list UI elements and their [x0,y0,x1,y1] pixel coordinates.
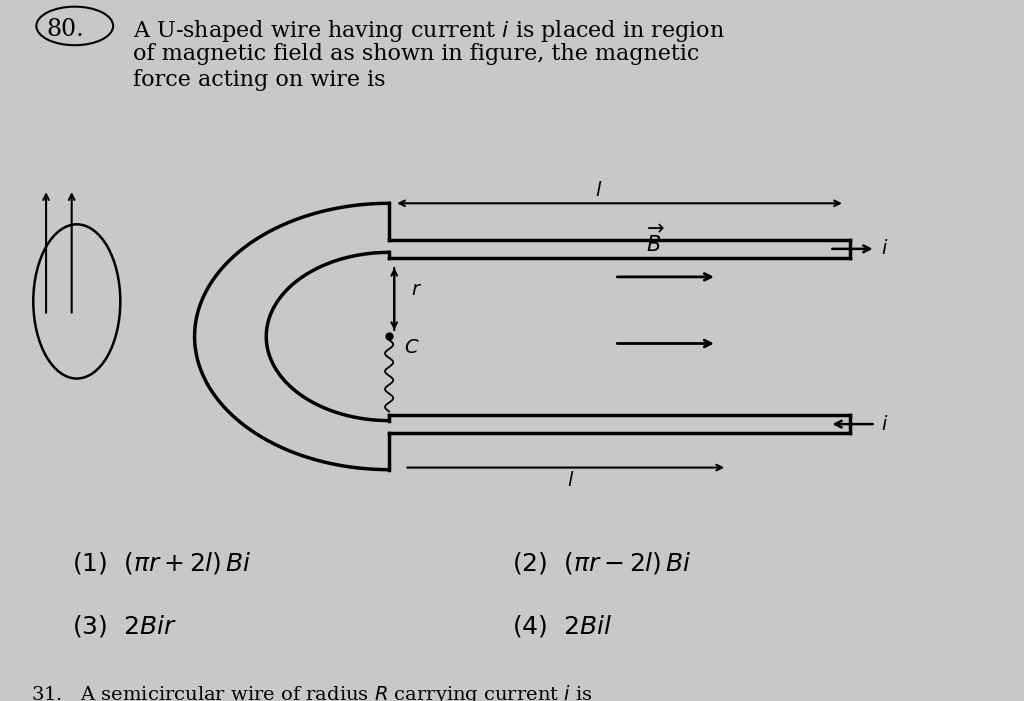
Text: 80.: 80. [46,18,84,41]
Text: $l$: $l$ [595,181,603,200]
Text: of magnetic field as shown in figure, the magnetic: of magnetic field as shown in figure, th… [133,43,699,65]
Text: 31.   A semicircular wire of radius $R$ carrying current $i$ is: 31. A semicircular wire of radius $R$ ca… [31,683,592,701]
Text: $r$: $r$ [411,281,422,299]
Text: A U-shaped wire having current $i$ is placed in region: A U-shaped wire having current $i$ is pl… [133,18,725,43]
Text: $i$: $i$ [881,414,888,434]
Text: $C$: $C$ [404,339,420,357]
Text: $(1)$  $(\pi r + 2l)\,Bi$: $(1)$ $(\pi r + 2l)\,Bi$ [72,550,252,576]
Text: force acting on wire is: force acting on wire is [133,69,386,91]
Text: $(3)$  $2Bir$: $(3)$ $2Bir$ [72,613,176,639]
Text: $i$: $i$ [881,239,888,259]
Text: $(4)$  $2Bil$: $(4)$ $2Bil$ [512,613,612,639]
Text: $(2)$  $(\pi r - 2l)\,Bi$: $(2)$ $(\pi r - 2l)\,Bi$ [512,550,692,576]
Text: $l$: $l$ [567,471,574,490]
Text: $\overrightarrow{B}$: $\overrightarrow{B}$ [646,224,665,256]
